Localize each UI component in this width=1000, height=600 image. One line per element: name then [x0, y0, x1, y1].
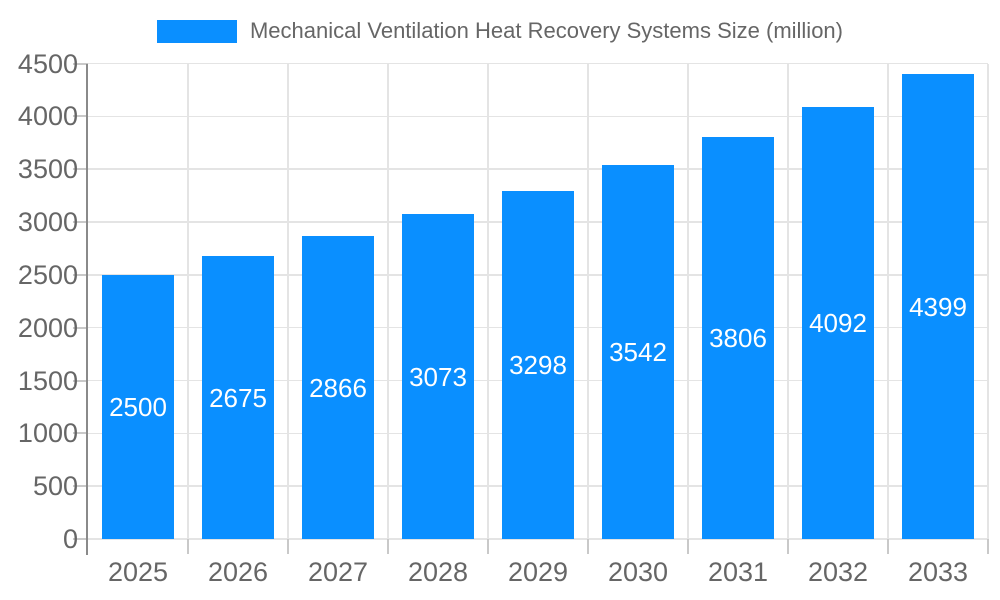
gridline-horizontal-4000 [88, 115, 988, 118]
x-tick-label-2033: 2033 [907, 557, 969, 587]
y-tick-label-1000: 1000 [17, 418, 78, 449]
bar-2025[interactable] [102, 274, 174, 539]
y-axis-tick-4000 [73, 115, 88, 118]
y-axis-line [86, 63, 88, 555]
y-axis-tick-3000 [73, 221, 88, 223]
x-tick-label-2028: 2028 [407, 557, 469, 587]
gridline-vertical [487, 63, 489, 539]
bar-2032[interactable] [802, 106, 874, 539]
bar-value-label-2033: 4399 [909, 291, 967, 322]
y-tick-label-0: 0 [62, 524, 78, 554]
legend-swatch [156, 19, 237, 43]
x-axis-tick [387, 539, 389, 554]
gridline-vertical [987, 63, 989, 539]
bar-value-label-2031: 3806 [709, 322, 767, 353]
bar-2030[interactable] [602, 164, 674, 539]
x-tick-label-2030: 2030 [607, 557, 669, 587]
x-tick-label-2026: 2026 [207, 557, 269, 587]
gridline-vertical [287, 63, 289, 539]
y-tick-label-2000: 2000 [17, 312, 78, 343]
gridline-horizontal-4500 [88, 62, 988, 65]
gridline-horizontal-3500 [88, 168, 988, 170]
y-axis-tick-0 [73, 538, 88, 540]
y-tick-label-4500: 4500 [17, 48, 78, 79]
y-axis-tick-2500 [73, 273, 88, 276]
bar-2027[interactable] [302, 236, 374, 539]
legend[interactable]: Mechanical Ventilation Heat Recovery Sys… [0, 18, 1000, 44]
x-tick-label-2025: 2025 [107, 557, 169, 587]
y-axis-tick-4500 [73, 62, 88, 65]
gridline-vertical [787, 63, 789, 539]
y-tick-label-2500: 2500 [17, 259, 78, 290]
x-axis-tick [687, 539, 689, 554]
x-axis-tick [187, 539, 189, 554]
y-tick-label-3500: 3500 [17, 154, 78, 185]
x-axis-tick [887, 539, 889, 554]
legend-label: Mechanical Ventilation Heat Recovery Sys… [249, 18, 843, 43]
gridline-vertical [687, 63, 689, 539]
y-axis-tick-1500 [73, 379, 88, 382]
x-tick-label-2029: 2029 [507, 557, 569, 587]
gridline-vertical [387, 63, 389, 539]
gridline-vertical [187, 63, 189, 539]
x-tick-label-2027: 2027 [307, 557, 369, 587]
x-axis-tick [587, 539, 589, 554]
bar-value-label-2032: 4092 [809, 307, 867, 338]
x-tick-label-2032: 2032 [807, 557, 869, 587]
gridline-vertical [587, 63, 589, 539]
y-axis-tick-3500 [73, 168, 88, 171]
x-axis-tick [787, 539, 789, 554]
bar-value-label-2025: 2500 [109, 391, 167, 422]
bar-value-label-2030: 3542 [609, 336, 667, 367]
bar-2028[interactable] [402, 214, 474, 539]
y-axis-tick-500 [73, 485, 88, 488]
bar-2033[interactable] [902, 74, 974, 539]
bar-value-label-2027: 2866 [309, 372, 367, 403]
gridline-horizontal-0 [88, 538, 988, 540]
x-tick-label-2031: 2031 [707, 557, 769, 587]
y-tick-label-4000: 4000 [17, 101, 78, 132]
bar-2031[interactable] [702, 136, 774, 539]
x-axis-tick [487, 539, 489, 554]
y-tick-label-1500: 1500 [17, 365, 78, 396]
x-axis-tick [987, 539, 989, 554]
y-axis-tick-2000 [73, 326, 88, 329]
bar-value-label-2028: 3073 [409, 361, 467, 392]
bar-2029[interactable] [502, 190, 574, 539]
bar-value-label-2029: 3298 [509, 349, 567, 380]
gridline-vertical [887, 63, 889, 539]
y-tick-label-3000: 3000 [17, 207, 78, 237]
bar-value-label-2026: 2675 [209, 382, 267, 413]
y-axis-tick-1000 [73, 432, 88, 435]
bar-2026[interactable] [202, 256, 274, 539]
y-tick-label-500: 500 [32, 471, 78, 502]
x-axis-tick [287, 539, 289, 554]
